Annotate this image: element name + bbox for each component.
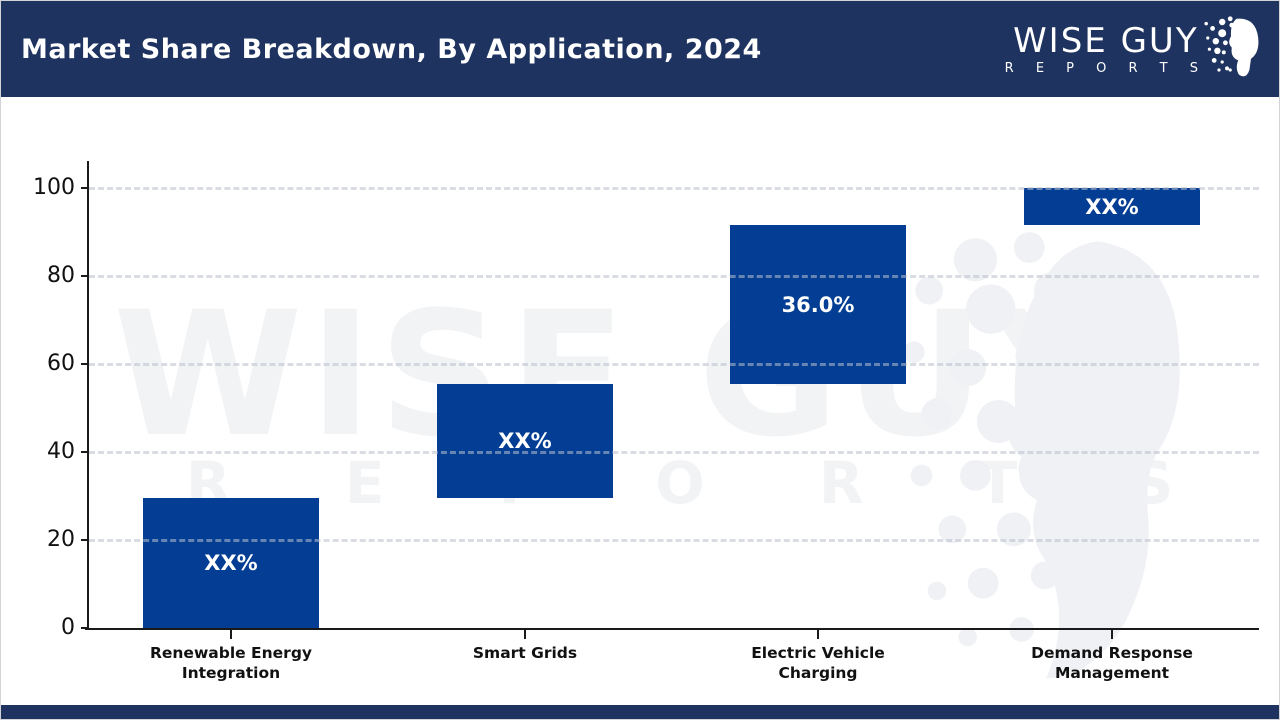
x-tick-mark: [1111, 630, 1113, 639]
x-axis-line: [85, 628, 1259, 630]
y-tick-label: 80: [47, 263, 75, 288]
y-tick-label: 100: [33, 175, 75, 200]
logo-wordmark: WISE GUY: [1013, 21, 1199, 61]
x-category-label: Demand Response Management: [972, 643, 1252, 683]
y-gridline: [89, 275, 1259, 278]
chart-area: XX% XX% 36.0% XX% 0 20 40 60 80 100 Renewable Ener…: [1, 97, 1279, 707]
y-tick-mark: [81, 275, 89, 277]
y-tick-label: 40: [47, 439, 75, 464]
logo-text: WISE GUY R E P O R T S: [1005, 23, 1207, 77]
x-category-label-line: Electric Vehicle: [751, 644, 885, 662]
x-category-label: Renewable Energy Integration: [91, 643, 371, 683]
header-band: Market Share Breakdown, By Application, …: [1, 1, 1279, 97]
footer-band: [1, 705, 1279, 719]
watermark-wordmark: WISE GUY: [113, 274, 1122, 475]
bar-value-label: 36.0%: [781, 292, 855, 317]
y-tick-label: 0: [61, 615, 75, 640]
waterfall-bar: XX%: [143, 498, 319, 628]
waterfall-bar: 36.0%: [730, 225, 906, 384]
x-category-label-line: Charging: [778, 664, 858, 682]
watermark-face-icon: [903, 232, 1180, 679]
waterfall-bar: XX%: [437, 383, 613, 499]
y-tick-mark: [81, 451, 89, 453]
y-tick-label: 20: [47, 527, 75, 552]
y-tick-mark: [81, 187, 89, 189]
x-category-label-line: Integration: [181, 664, 281, 682]
page-title: Market Share Breakdown, By Application, …: [21, 33, 762, 65]
y-gridline: [89, 539, 1259, 542]
x-category-label: Smart Grids: [385, 643, 665, 663]
bar-value-label: XX%: [1085, 194, 1139, 219]
x-category-label-line: Management: [1054, 664, 1170, 682]
dotted-face-icon: [1204, 16, 1259, 77]
logo-subtext: R E P O R T S: [1004, 61, 1207, 76]
y-tick-mark: [81, 363, 89, 365]
wise-guy-reports-logo: WISE GUY R E P O R T S: [1005, 11, 1267, 89]
x-category-label-line: Demand Response: [1031, 644, 1193, 662]
bar-value-label: XX%: [204, 551, 258, 576]
waterfall-bar: XX%: [1024, 188, 1200, 226]
y-gridline: [89, 451, 1259, 454]
x-tick-mark: [230, 630, 232, 639]
bar-value-label: XX%: [498, 428, 552, 453]
y-gridline: [89, 363, 1259, 366]
y-tick-label: 60: [47, 351, 75, 376]
y-axis-line: [87, 161, 89, 630]
x-tick-mark: [524, 630, 526, 639]
y-tick-mark: [81, 539, 89, 541]
y-gridline: [89, 187, 1259, 190]
x-category-label-line: Smart Grids: [472, 644, 578, 662]
x-category-label-line: Renewable Energy: [149, 644, 313, 662]
watermark-subtext: R E P O R T S: [186, 449, 1221, 517]
x-tick-mark: [817, 630, 819, 639]
x-category-label: Electric Vehicle Charging: [678, 643, 958, 683]
